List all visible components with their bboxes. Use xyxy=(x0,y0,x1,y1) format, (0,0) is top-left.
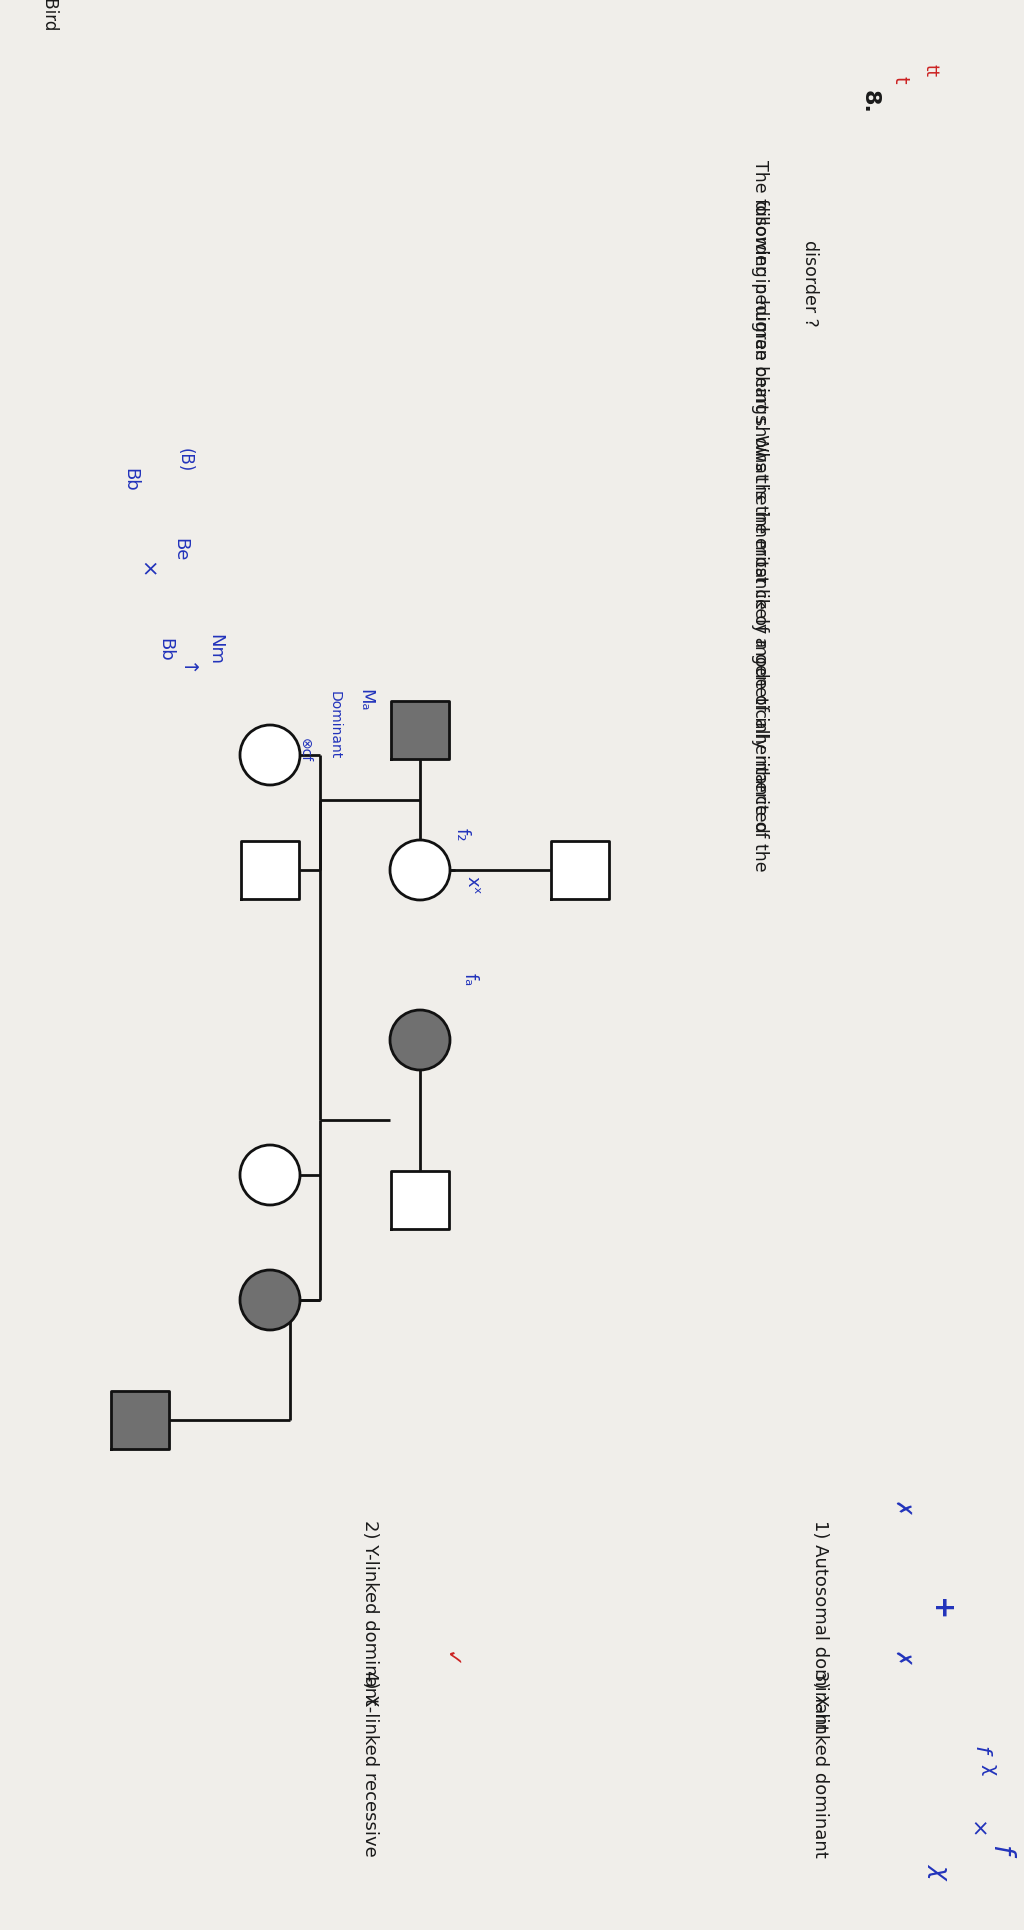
Text: tt: tt xyxy=(921,64,939,77)
Circle shape xyxy=(240,1270,300,1330)
Circle shape xyxy=(390,840,450,899)
Text: Be: Be xyxy=(171,538,189,562)
Text: Nm: Nm xyxy=(206,635,224,666)
Polygon shape xyxy=(111,1392,169,1449)
Text: 1) Autosomal dominant: 1) Autosomal dominant xyxy=(811,1521,829,1731)
Text: xˣ: xˣ xyxy=(463,876,481,894)
Polygon shape xyxy=(241,841,299,899)
Text: Dominant: Dominant xyxy=(328,691,342,758)
Text: disorder in human beings. What is the most likely mode of inheritance of the: disorder in human beings. What is the mo… xyxy=(751,201,769,872)
Text: f: f xyxy=(986,1845,1014,1855)
Polygon shape xyxy=(551,841,609,899)
Text: χ: χ xyxy=(981,1764,999,1776)
Text: ×: × xyxy=(965,1820,985,1839)
Text: 2) Y-linked dominant: 2) Y-linked dominant xyxy=(361,1521,379,1704)
Text: fₐ: fₐ xyxy=(461,973,479,986)
Polygon shape xyxy=(391,1172,449,1229)
Text: Bb: Bb xyxy=(121,469,139,492)
Text: Bb: Bb xyxy=(156,639,174,662)
Text: +: + xyxy=(926,1598,954,1621)
Text: ✗: ✗ xyxy=(890,1502,910,1519)
Text: 4) X-linked recessive: 4) X-linked recessive xyxy=(361,1669,379,1857)
Text: f: f xyxy=(970,1747,990,1754)
Text: (B): (B) xyxy=(176,448,194,473)
Circle shape xyxy=(240,1144,300,1204)
Text: 3) X-linked dominant: 3) X-linked dominant xyxy=(811,1669,829,1859)
Text: 8.: 8. xyxy=(860,91,880,114)
Text: disorder ?: disorder ? xyxy=(801,239,819,326)
Circle shape xyxy=(240,726,300,786)
Text: f₂: f₂ xyxy=(453,828,471,841)
Text: ✓: ✓ xyxy=(440,1652,460,1669)
Text: The following pedigree chart shows the inheritance of a genetically inherited: The following pedigree chart shows the i… xyxy=(751,160,769,832)
Circle shape xyxy=(390,1009,450,1069)
Text: ↑: ↑ xyxy=(175,662,195,677)
Text: ⊗cf: ⊗cf xyxy=(298,737,312,762)
Text: χ: χ xyxy=(928,1862,952,1878)
Polygon shape xyxy=(391,701,449,758)
Text: Mₐ: Mₐ xyxy=(356,689,374,712)
Text: 4) Bird: 4) Bird xyxy=(41,0,59,31)
Text: ×: × xyxy=(135,562,155,579)
Text: t: t xyxy=(891,75,909,83)
Text: ✗: ✗ xyxy=(890,1652,910,1669)
